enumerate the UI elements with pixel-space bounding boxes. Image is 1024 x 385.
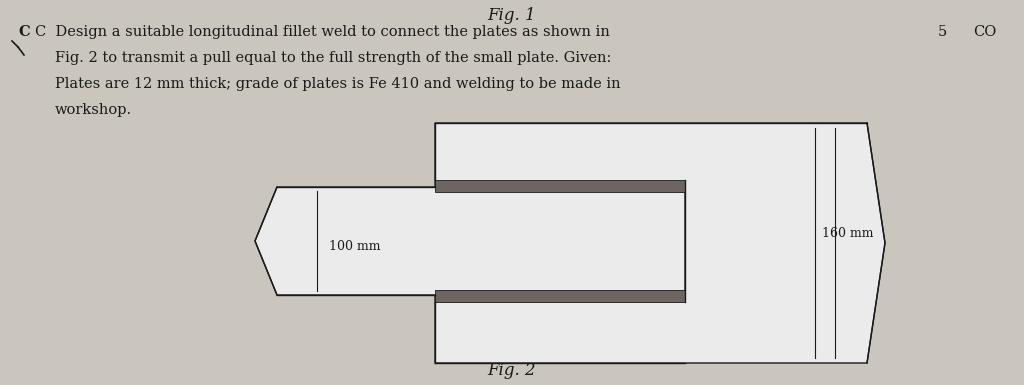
Text: C  Design a suitable longitudinal fillet weld to connect the plates as shown in: C Design a suitable longitudinal fillet … <box>35 25 610 39</box>
Bar <box>435 180 685 192</box>
Polygon shape <box>435 123 885 363</box>
Text: CO: CO <box>974 25 996 39</box>
Text: Plates are 12 mm thick; grade of plates is Fe 410 and welding to be made in: Plates are 12 mm thick; grade of plates … <box>55 77 621 91</box>
Text: 100 mm: 100 mm <box>329 239 381 253</box>
Bar <box>435 290 685 302</box>
Text: Fig. 2 to transmit a pull equal to the full strength of the small plate. Given:: Fig. 2 to transmit a pull equal to the f… <box>55 51 611 65</box>
Text: Fig. 2: Fig. 2 <box>487 362 537 379</box>
Polygon shape <box>255 187 685 295</box>
Text: Fig. 1: Fig. 1 <box>487 7 537 24</box>
Text: 5: 5 <box>937 25 946 39</box>
Text: C: C <box>18 25 30 39</box>
Text: 160 mm: 160 mm <box>822 226 873 239</box>
Text: workshop.: workshop. <box>55 103 132 117</box>
